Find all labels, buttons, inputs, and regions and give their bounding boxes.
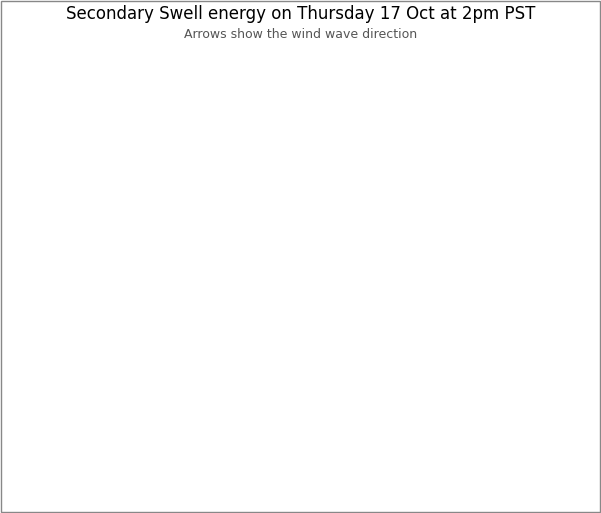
Text: Arrows show the wind wave direction: Arrows show the wind wave direction xyxy=(184,28,417,41)
Text: Secondary Swell energy on Thursday 17 Oct at 2pm PST: Secondary Swell energy on Thursday 17 Oc… xyxy=(66,5,535,23)
